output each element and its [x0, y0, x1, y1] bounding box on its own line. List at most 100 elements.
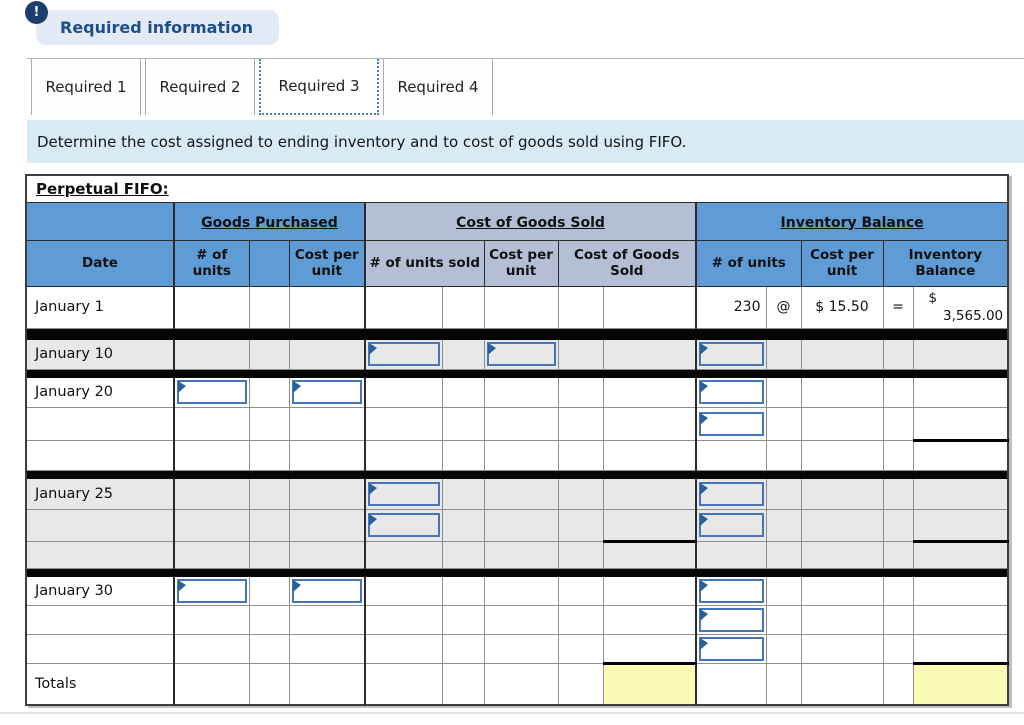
empty-cell	[248, 338, 290, 370]
empty-cell	[765, 604, 802, 635]
cell	[695, 338, 767, 370]
empty-cell	[173, 633, 250, 664]
gp-units-column-header: # of units	[173, 239, 250, 287]
empty-cell	[441, 540, 485, 569]
empty-cell	[441, 633, 485, 664]
jan25-units-sold-row2-input[interactable]	[368, 513, 440, 537]
at-sign: @	[765, 285, 802, 329]
empty-cell	[800, 477, 884, 510]
empty-cell	[557, 338, 604, 370]
tab-required-2[interactable]: Required 2	[145, 59, 255, 115]
empty-cell	[765, 439, 802, 471]
empty-cell	[441, 575, 485, 606]
empty-cell	[765, 508, 802, 542]
jan20-purchase-cost-input[interactable]	[291, 380, 362, 404]
empty-cell	[800, 439, 884, 471]
empty-cell	[882, 604, 914, 635]
tab-bar: Required 1 Required 2 Required 3 Require…	[27, 58, 1024, 115]
jan25-units-sold-row1-input[interactable]	[368, 481, 440, 506]
empty-cell	[800, 575, 884, 606]
empty-cell	[557, 575, 604, 606]
table-title: Perpetual FIFO:	[36, 180, 169, 199]
empty-cell	[882, 540, 914, 569]
empty-cell	[288, 508, 366, 542]
jan20-inventory-units-row1-input[interactable]	[699, 380, 764, 404]
dropdown-arrow-icon	[178, 381, 186, 393]
dropdown-arrow-icon	[178, 579, 186, 592]
row-january-30-1: January 30	[25, 575, 1009, 606]
empty-cell	[483, 439, 559, 471]
empty-cell	[248, 477, 290, 510]
table-title-cell: Perpetual FIFO:	[26, 175, 1009, 203]
table-title-row: Perpetual FIFO:	[26, 175, 1009, 203]
dropdown-arrow-icon	[369, 343, 377, 355]
empty-cell	[557, 662, 604, 706]
row-january-1: January 1 230 @ $ 15.50 = $3,565.00	[25, 285, 1009, 329]
empty-cell	[882, 633, 914, 664]
empty-cell	[765, 477, 802, 510]
cell	[173, 575, 250, 606]
dropdown-arrow-icon	[369, 482, 377, 495]
tab-required-3[interactable]: Required 3	[259, 59, 379, 115]
tab-required-1[interactable]: Required 1	[31, 59, 141, 115]
column-header-row: Date # of units Cost per unit # of units…	[25, 239, 1009, 287]
jan25-inventory-units-row1-input[interactable]	[699, 481, 764, 506]
empty-cell	[364, 376, 443, 408]
empty-cell	[557, 376, 604, 408]
currency-symbol: $	[928, 289, 938, 306]
empty-cell	[364, 285, 443, 329]
empty-cell	[765, 662, 802, 706]
empty-header-cell	[25, 201, 175, 241]
empty-cell	[483, 477, 559, 510]
jan25-inventory-units-row2-input[interactable]	[699, 513, 764, 537]
empty-cell	[25, 540, 175, 569]
row-january-25-1: January 25	[25, 477, 1009, 510]
jan30-purchase-units-input[interactable]	[177, 578, 247, 603]
empty-cell	[557, 285, 604, 329]
empty-cell	[800, 508, 884, 542]
empty-header-cell	[248, 239, 290, 287]
jan20-purchase-units-input[interactable]	[177, 380, 247, 404]
empty-cell	[695, 540, 767, 569]
jan20-inventory-units-row2-input[interactable]	[699, 411, 764, 436]
empty-cell	[800, 540, 884, 569]
cell	[695, 477, 767, 510]
inv-cost-column-header: Cost per unit	[800, 239, 884, 287]
jan30-purchase-cost-input[interactable]	[291, 578, 362, 603]
empty-cell	[364, 604, 443, 635]
cell	[695, 604, 767, 635]
empty-cell	[695, 439, 767, 471]
jan10-cost-per-unit-input[interactable]	[486, 342, 556, 366]
jan1-cost-per-unit: $ 15.50	[800, 285, 884, 329]
subtotal-underline-cell	[602, 508, 697, 543]
cell	[288, 575, 366, 606]
empty-cell	[882, 338, 914, 370]
fifo-worksheet: Perpetual FIFO: Goods Purchased Cost of …	[25, 174, 1024, 706]
cell	[695, 376, 767, 408]
empty-cell	[557, 604, 604, 635]
jan10-inventory-units-input[interactable]	[699, 342, 764, 366]
empty-cell	[912, 477, 1009, 510]
row-january-30-2	[25, 604, 1009, 635]
inv-units-column-header: # of units	[695, 239, 802, 287]
dropdown-arrow-icon	[700, 637, 708, 650]
empty-cell	[441, 376, 485, 408]
separator-row	[25, 368, 1009, 378]
empty-cell	[882, 508, 914, 542]
jan10-units-sold-input[interactable]	[368, 342, 440, 366]
date-cell: January 1	[25, 285, 175, 329]
empty-cell	[441, 508, 485, 542]
jan1-inventory-balance: $3,565.00	[912, 285, 1009, 329]
subtotal-underline-cell	[912, 508, 1009, 543]
empty-cell	[248, 604, 290, 635]
empty-cell	[248, 540, 290, 569]
jan30-inventory-units-row2-input[interactable]	[699, 607, 764, 632]
empty-cell	[248, 376, 290, 408]
empty-cell	[288, 540, 366, 569]
jan30-inventory-units-row1-input[interactable]	[699, 578, 764, 603]
empty-cell	[483, 662, 559, 706]
tab-required-4[interactable]: Required 4	[383, 59, 493, 115]
jan30-inventory-units-row3-input[interactable]	[699, 636, 764, 661]
gp-cost-column-header: Cost per unit	[288, 239, 366, 287]
separator-row	[25, 469, 1009, 479]
